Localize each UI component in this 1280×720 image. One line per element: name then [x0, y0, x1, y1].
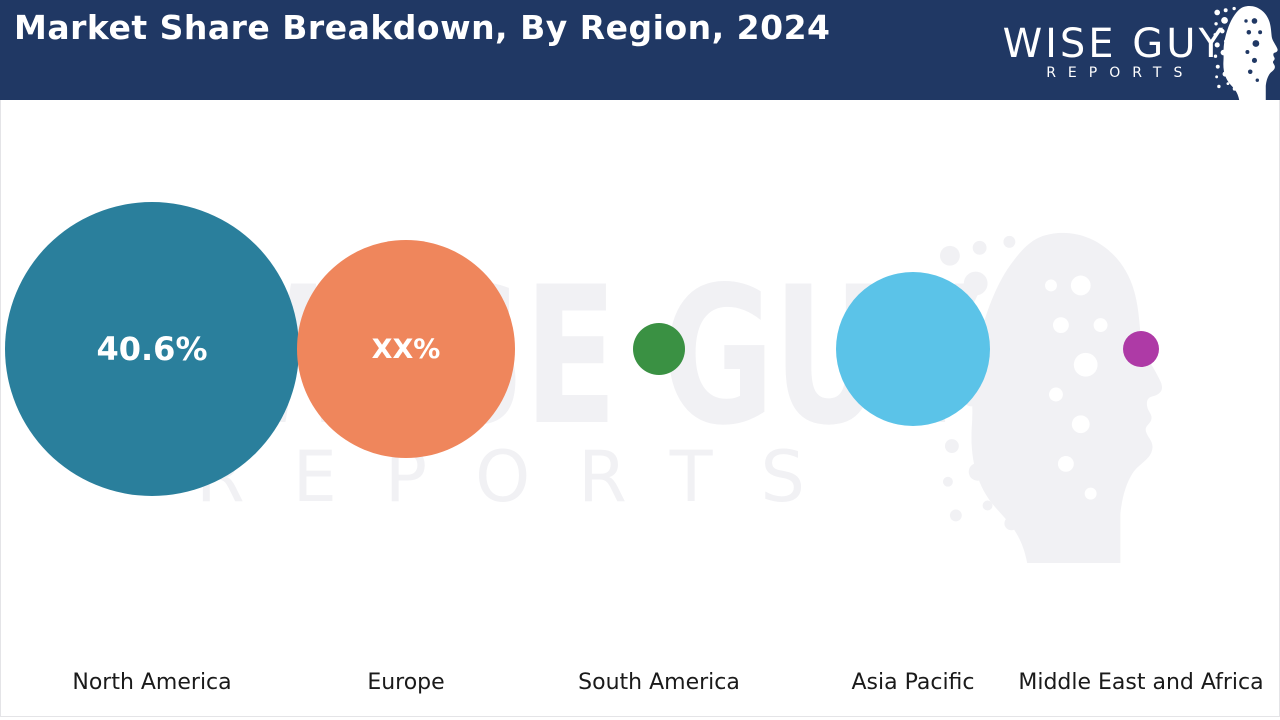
header: Market Share Breakdown, By Region, 2024 … [0, 0, 1280, 100]
bubble-north-america: 40.6% [5, 202, 299, 496]
category-label-middle-east-and-africa: Middle East and Africa [1018, 670, 1264, 695]
category-label-europe: Europe [367, 670, 445, 695]
bubble-value-europe: XX% [371, 333, 441, 365]
bubble-value-north-america: 40.6% [96, 330, 208, 368]
brand-logo-text: WISE GUY REPORTS [1003, 23, 1226, 81]
category-label-south-america: South America [578, 670, 740, 695]
brand-subtitle: REPORTS [1046, 65, 1195, 81]
bubble-europe: XX% [297, 240, 515, 458]
brand-logo: WISE GUY REPORTS [1003, 4, 1280, 100]
bubble-south-america [633, 323, 685, 375]
category-label-north-america: North America [72, 670, 232, 695]
brand-head-icon [1213, 5, 1278, 100]
brand-name: WISE GUY [1002, 21, 1226, 67]
page-title: Market Share Breakdown, By Region, 2024 [14, 8, 831, 47]
category-label-asia-pacific: Asia Pacific [851, 670, 975, 695]
